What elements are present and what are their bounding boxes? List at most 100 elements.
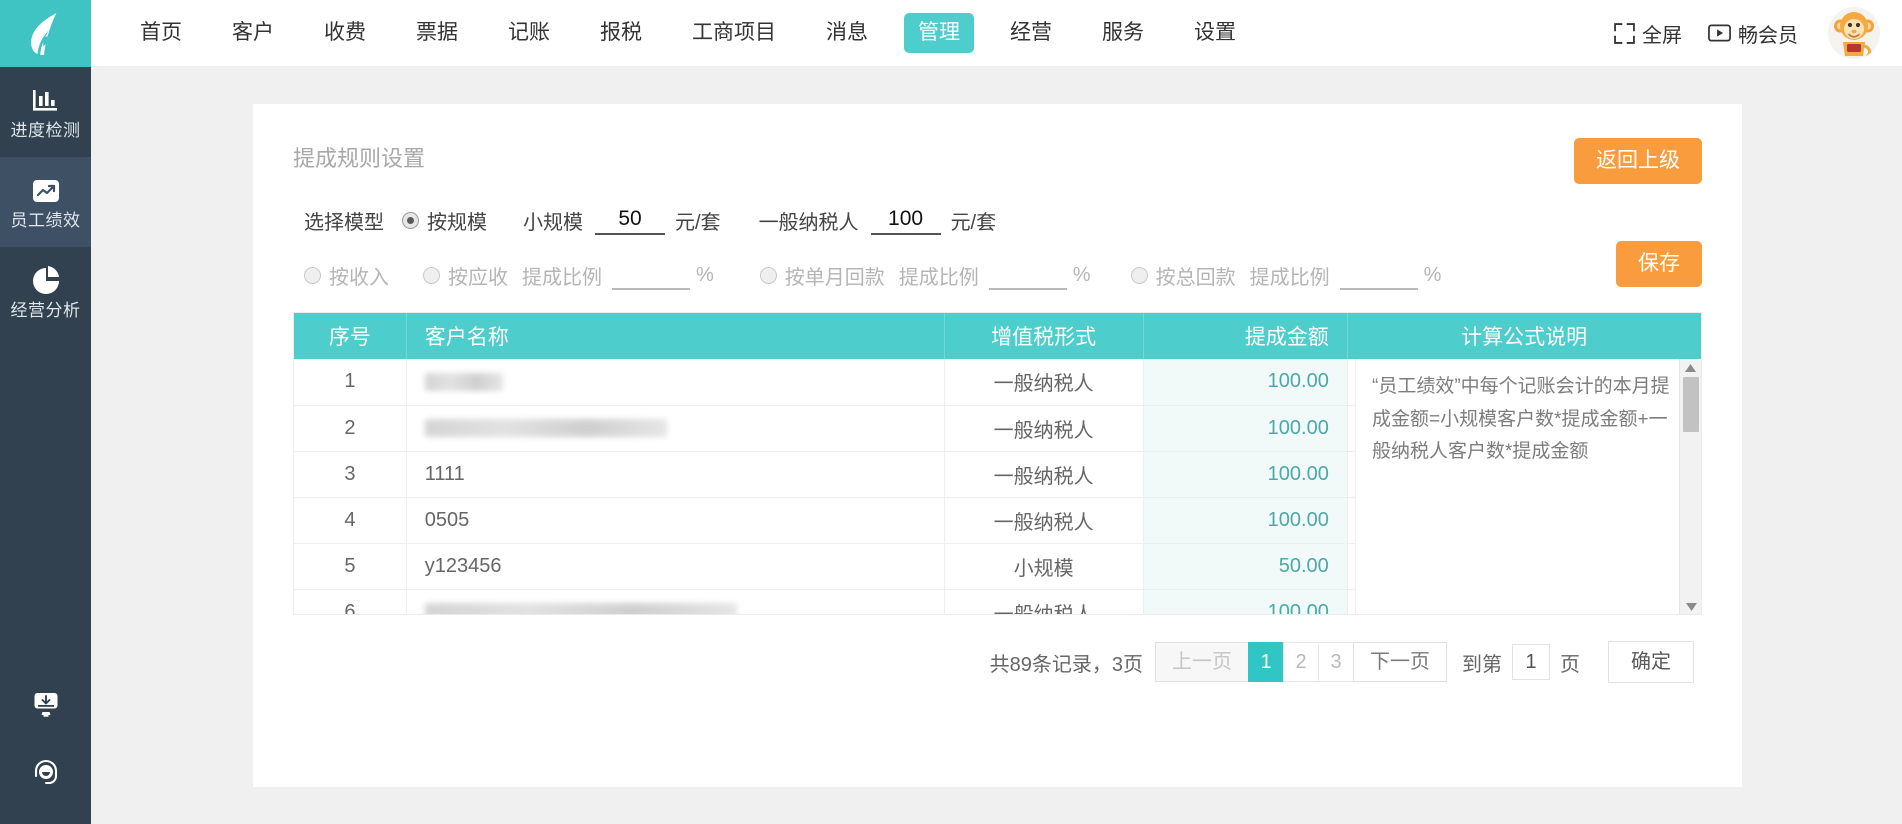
scroll-down-arrow[interactable] bbox=[1680, 598, 1701, 614]
main-menu: 首页 客户 收费 票据 记账 报税 工商项目 消息 管理 经营 服务 设置 bbox=[115, 13, 1261, 53]
row-commission-amount: 100.00 bbox=[1143, 359, 1348, 406]
general-taxpayer-input[interactable] bbox=[870, 206, 941, 235]
customer-name: 0505 bbox=[424, 508, 470, 531]
row-commission-amount: 100.00 bbox=[1143, 451, 1348, 498]
commission-option-1: 按应收 提成比例% bbox=[423, 261, 714, 290]
scrollbar-thumb[interactable] bbox=[1683, 377, 1699, 433]
scroll-up-arrow[interactable] bbox=[1680, 359, 1701, 377]
nav-item-10[interactable]: 服务 bbox=[1102, 21, 1144, 45]
radio-option-0[interactable] bbox=[304, 267, 321, 285]
sidebar-bottom-actions bbox=[0, 670, 91, 806]
nav-item-3[interactable]: 票据 bbox=[416, 21, 458, 45]
goto-page-input[interactable] bbox=[1512, 644, 1550, 681]
ratio-input-3[interactable] bbox=[1339, 261, 1418, 290]
ratio-unit-3: % bbox=[1423, 264, 1442, 287]
app-logo[interactable] bbox=[0, 0, 91, 67]
fullscreen-label: 全屏 bbox=[1642, 24, 1682, 47]
radio-option-label-3: 按总回款 bbox=[1155, 267, 1236, 290]
row-index: 3 bbox=[294, 451, 407, 498]
radio-option-label-0: 按收入 bbox=[329, 267, 389, 290]
row-index: 2 bbox=[294, 405, 407, 452]
customer-commission-table: 序号 客户名称 增值税形式 提成金额 计算公式说明 1 一般纳税人 100.00 2 一… bbox=[293, 312, 1702, 616]
ratio-label-1: 提成比例 bbox=[522, 267, 602, 290]
row-index: 5 bbox=[294, 543, 407, 590]
feather-logo-icon bbox=[30, 12, 56, 55]
nav-item-9[interactable]: 经营 bbox=[1010, 21, 1052, 45]
radio-option-label-1: 按应收 bbox=[448, 267, 508, 290]
ratio-label-3: 提成比例 bbox=[1249, 267, 1330, 290]
page-number-3[interactable]: 3 bbox=[1318, 642, 1354, 683]
panel-header: 提成规则设置 返回上级 bbox=[253, 104, 1742, 185]
nav-item-5[interactable]: 报税 bbox=[600, 21, 642, 45]
sidebar-item-0[interactable]: 进度检测 bbox=[0, 67, 91, 157]
formula-text: “员工绩效”中每个记账会计的本月提成金额=小规模客户数*提成金额+一般纳税人客户… bbox=[1372, 376, 1670, 463]
col-header-vat-type: 增值税形式 bbox=[944, 313, 1144, 360]
table-scrollbar[interactable] bbox=[1679, 359, 1701, 615]
small-scale-input[interactable] bbox=[595, 206, 665, 235]
redacted-customer-name bbox=[424, 419, 667, 438]
row-vat-type: 一般纳税人 bbox=[944, 451, 1144, 498]
sidebar-item-label: 员工绩效 bbox=[10, 210, 81, 230]
page-number-2[interactable]: 2 bbox=[1283, 642, 1319, 683]
monkey-avatar-icon bbox=[1834, 12, 1874, 58]
row-commission-amount: 100.00 bbox=[1143, 589, 1348, 615]
row-vat-type: 一般纳税人 bbox=[944, 405, 1144, 452]
row-vat-type: 一般纳税人 bbox=[944, 589, 1144, 615]
col-header-index: 序号 bbox=[294, 313, 407, 360]
confirm-page-button[interactable]: 确定 bbox=[1608, 641, 1694, 684]
general-taxpayer-unit: 元/套 bbox=[950, 212, 997, 235]
member-label: 畅会员 bbox=[1738, 24, 1798, 47]
row-commission-amount: 50.00 bbox=[1143, 543, 1348, 590]
top-navigation-bar: 首页 客户 收费 票据 记账 报税 工商项目 消息 管理 经营 服务 设置 全屏 畅会员 bbox=[0, 0, 1902, 67]
commission-options-row: 按收入 按应收 提成比例% 按单月回款 提成比例% 按总回款 提成比例% bbox=[253, 235, 1742, 290]
fullscreen-button[interactable]: 全屏 bbox=[1614, 19, 1682, 48]
avatar[interactable] bbox=[1828, 7, 1880, 59]
ratio-input-2[interactable] bbox=[988, 261, 1067, 290]
formula-description-cell: “员工绩效”中每个记账会计的本月提成金额=小规模客户数*提成金额+一般纳税人客户… bbox=[1355, 359, 1701, 615]
sidebar-item-2[interactable]: 经营分析 bbox=[0, 247, 91, 337]
sidebar-item-1[interactable]: 员工绩效 bbox=[0, 157, 91, 247]
nav-item-1[interactable]: 客户 bbox=[232, 21, 274, 45]
redacted-customer-name bbox=[424, 603, 737, 615]
row-customer-name-cell bbox=[406, 405, 945, 452]
nav-item-4[interactable]: 记账 bbox=[508, 21, 550, 45]
pagination: 共89条记录，3页 上一页 123 下一页 到第 页 确定 bbox=[253, 615, 1742, 684]
pie-chart-icon bbox=[31, 265, 61, 296]
row-vat-type: 一般纳税人 bbox=[944, 497, 1144, 544]
fullscreen-icon bbox=[1614, 22, 1635, 44]
back-button[interactable]: 返回上级 bbox=[1574, 138, 1702, 185]
commission-option-2: 按单月回款 提成比例% bbox=[759, 261, 1091, 290]
page-unit-label: 页 bbox=[1560, 653, 1580, 676]
nav-item-0[interactable]: 首页 bbox=[140, 21, 182, 45]
ratio-input-1[interactable] bbox=[612, 261, 690, 290]
prev-page-button[interactable]: 上一页 bbox=[1155, 642, 1249, 683]
col-header-customer-name: 客户名称 bbox=[406, 313, 945, 360]
radio-option-3[interactable] bbox=[1130, 267, 1148, 285]
redacted-customer-name bbox=[424, 373, 503, 392]
nav-item-7[interactable]: 消息 bbox=[826, 21, 868, 45]
goto-label: 到第 bbox=[1462, 653, 1502, 676]
customer-service-button[interactable] bbox=[0, 738, 91, 806]
commission-option-3: 按总回款 提成比例% bbox=[1130, 261, 1442, 290]
download-monitor-icon bbox=[34, 693, 57, 717]
row-index: 1 bbox=[294, 359, 407, 406]
radio-by-scale-label: 按规模 bbox=[427, 212, 487, 235]
radio-option-1[interactable] bbox=[423, 267, 440, 285]
nav-item-8[interactable]: 管理 bbox=[904, 13, 974, 53]
main-content: 提成规则设置 返回上级 选择模型 按规模 小规模 元/套 一般纳税人 bbox=[91, 67, 1902, 824]
radio-option-2[interactable] bbox=[759, 267, 777, 285]
member-button[interactable]: 畅会员 bbox=[1708, 19, 1798, 48]
page-title: 提成规则设置 bbox=[293, 146, 426, 171]
commission-option-0: 按收入 bbox=[304, 261, 389, 290]
sidebar-item-label: 经营分析 bbox=[10, 300, 81, 320]
radio-by-scale[interactable] bbox=[402, 212, 419, 230]
nav-item-2[interactable]: 收费 bbox=[324, 21, 366, 45]
nav-item-6[interactable]: 工商项目 bbox=[692, 21, 776, 45]
nav-item-11[interactable]: 设置 bbox=[1194, 21, 1236, 45]
download-client-button[interactable] bbox=[0, 670, 91, 738]
save-button[interactable]: 保存 bbox=[1616, 241, 1702, 288]
bar-chart-icon bbox=[31, 86, 61, 116]
page-number-1[interactable]: 1 bbox=[1248, 642, 1284, 683]
next-page-button[interactable]: 下一页 bbox=[1353, 642, 1447, 683]
radio-option-label-2: 按单月回款 bbox=[784, 267, 885, 290]
